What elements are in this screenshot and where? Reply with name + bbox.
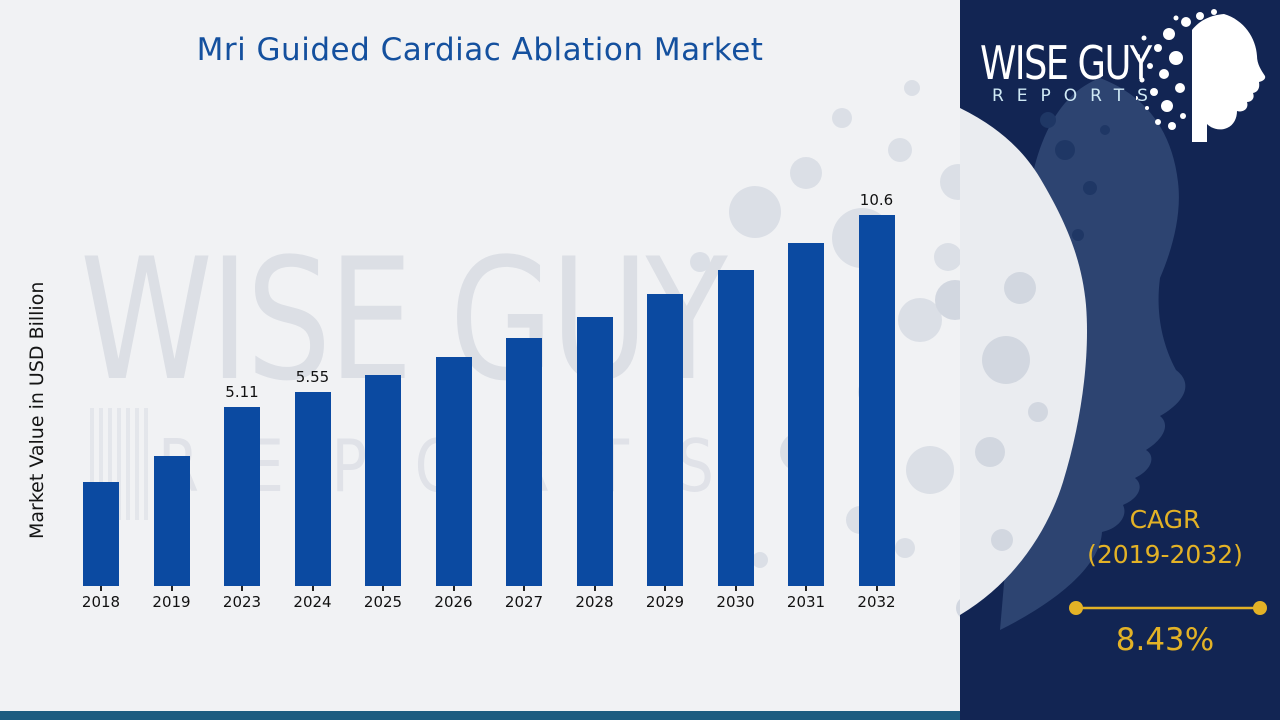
logo: WISE GUY REPORTS xyxy=(960,0,1280,150)
bar-2018 xyxy=(83,482,119,586)
logo-reports-text: REPORTS xyxy=(992,86,1161,106)
x-label-2024: 2024 xyxy=(293,593,332,611)
bar-value-label-2032: 10.6 xyxy=(859,191,894,209)
x-tick-2027 xyxy=(523,586,525,591)
bar-2024 xyxy=(294,392,331,586)
bar-2027 xyxy=(506,338,542,586)
footer-strip xyxy=(0,711,962,720)
bar-2028 xyxy=(576,317,613,586)
bar-2026 xyxy=(435,357,472,586)
x-label-2030: 2030 xyxy=(716,593,755,611)
x-label-2031: 2031 xyxy=(786,593,826,611)
bar-2025 xyxy=(365,375,401,586)
x-label-2023: 2023 xyxy=(222,593,262,611)
bar-2031 xyxy=(788,243,824,586)
x-tick-2031 xyxy=(805,586,807,591)
brand-panel: WISE GUY REPORTS CAGR (2019-2032) xyxy=(960,0,1280,720)
x-label-2028: 2028 xyxy=(575,593,614,611)
cagr-divider-line xyxy=(1069,601,1267,615)
x-tick-2024 xyxy=(311,586,314,591)
x-tick-2028 xyxy=(593,586,596,591)
x-tick-2029 xyxy=(664,586,666,591)
bar-2030 xyxy=(717,270,754,586)
bar-value-label-2023: 5.11 xyxy=(225,383,259,401)
bar-2019 xyxy=(153,456,190,586)
x-label-2032: 2032 xyxy=(857,593,896,611)
cagr-label: CAGR xyxy=(1129,505,1201,534)
x-label-2027: 2027 xyxy=(504,593,544,611)
chart-title: Mri Guided Cardiac Ablation Market xyxy=(196,32,764,68)
logo-face-icon xyxy=(1136,9,1266,142)
bar-2029 xyxy=(647,294,683,586)
panel-faint-dots xyxy=(1040,112,1110,241)
x-tick-2032 xyxy=(875,586,878,591)
x-tick-2026 xyxy=(452,586,455,591)
x-label-2026: 2026 xyxy=(434,593,473,611)
cagr-block: CAGR (2019-2032) xyxy=(1050,505,1280,569)
cagr-value: 8.43% xyxy=(1115,622,1215,658)
watermark-wiseguy-text: WISE GUY xyxy=(80,222,728,418)
x-tick-2023 xyxy=(241,586,243,591)
x-label-2025: 2025 xyxy=(363,593,403,611)
x-tick-2018 xyxy=(100,586,102,591)
x-tick-2019 xyxy=(170,586,173,591)
bar-2032 xyxy=(858,215,895,586)
x-label-2029: 2029 xyxy=(645,593,685,611)
x-label-2019: 2019 xyxy=(152,593,191,611)
x-label-2018: 2018 xyxy=(81,593,121,611)
x-tick-2025 xyxy=(382,586,384,591)
logo-wiseguy-text: WISE GUY xyxy=(980,36,1152,90)
x-tick-2030 xyxy=(734,586,737,591)
plot-area: 2018 2019 2023 5.11 2024 5.55 2025 2026 2027 2028… xyxy=(81,191,896,611)
cagr-range: (2019-2032) xyxy=(1087,540,1243,569)
bar-value-label-2024: 5.55 xyxy=(295,368,330,386)
bar-2023 xyxy=(224,407,260,586)
